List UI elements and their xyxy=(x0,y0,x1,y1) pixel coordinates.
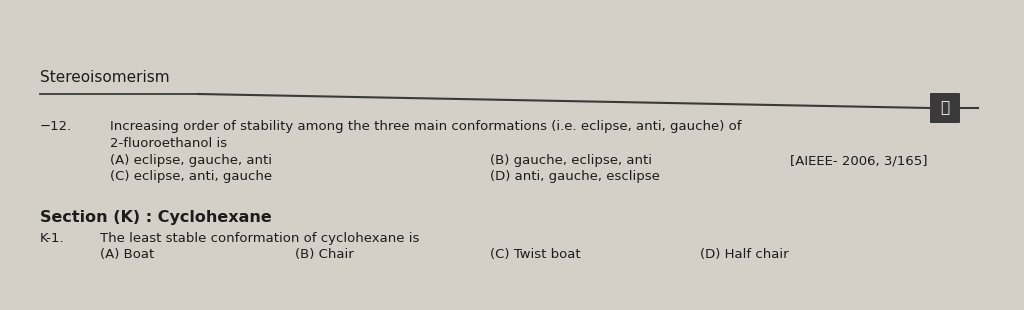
Text: (D) Half chair: (D) Half chair xyxy=(700,248,788,261)
Text: −12.: −12. xyxy=(40,120,73,133)
FancyBboxPatch shape xyxy=(930,93,961,123)
Text: The least stable conformation of cyclohexane is: The least stable conformation of cyclohe… xyxy=(100,232,420,245)
Text: (B) gauche, eclipse, anti: (B) gauche, eclipse, anti xyxy=(490,154,652,167)
Text: (C) eclipse, anti, gauche: (C) eclipse, anti, gauche xyxy=(110,170,272,183)
Text: Section (K) : Cyclohexane: Section (K) : Cyclohexane xyxy=(40,210,271,225)
Text: (C) Twist boat: (C) Twist boat xyxy=(490,248,581,261)
Text: (A) eclipse, gauche, anti: (A) eclipse, gauche, anti xyxy=(110,154,272,167)
Text: 人: 人 xyxy=(940,100,949,116)
Text: (B) Chair: (B) Chair xyxy=(295,248,353,261)
Text: 2-fluoroethanol is: 2-fluoroethanol is xyxy=(110,137,227,150)
Text: K-1.: K-1. xyxy=(40,232,65,245)
Text: [AIEEE- 2006, 3/165]: [AIEEE- 2006, 3/165] xyxy=(790,154,928,167)
Text: (D) anti, gauche, esclipse: (D) anti, gauche, esclipse xyxy=(490,170,659,183)
Text: Increasing order of stability among the three main conformations (i.e. eclipse, : Increasing order of stability among the … xyxy=(110,120,741,133)
Text: Stereoisomerism: Stereoisomerism xyxy=(40,70,170,85)
Text: (A) Boat: (A) Boat xyxy=(100,248,155,261)
